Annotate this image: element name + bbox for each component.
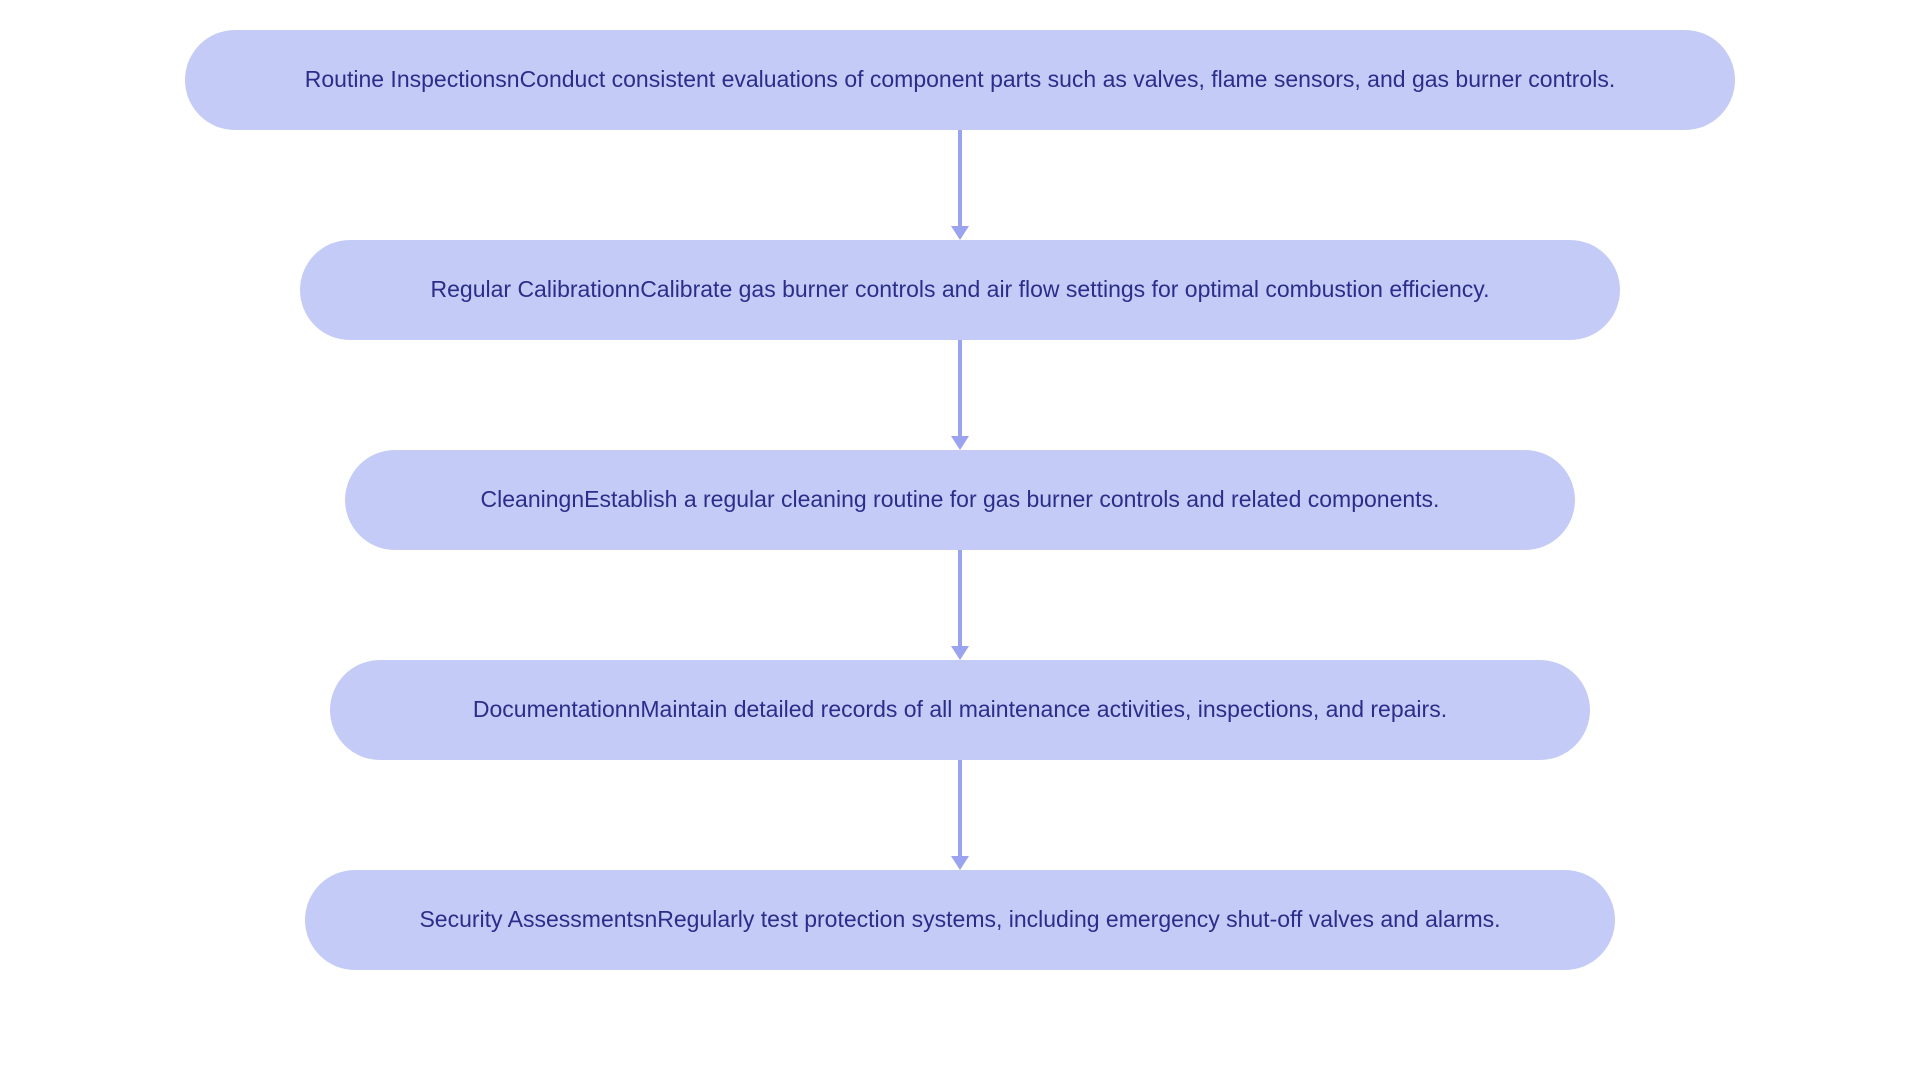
flow-node-2: Regular CalibrationnCalibrate gas burner…: [300, 240, 1620, 340]
flow-arrow-4: [948, 760, 972, 870]
flow-node-3: CleaningnEstablish a regular cleaning ro…: [345, 450, 1575, 550]
flow-arrow-3: [948, 550, 972, 660]
flow-arrow-1: [948, 130, 972, 240]
flow-node-4-label: DocumentationnMaintain detailed records …: [473, 694, 1447, 725]
flow-node-3-label: CleaningnEstablish a regular cleaning ro…: [481, 484, 1440, 515]
flow-node-1-label: Routine InspectionsnConduct consistent e…: [305, 64, 1615, 95]
flow-node-1: Routine InspectionsnConduct consistent e…: [185, 30, 1735, 130]
flow-arrow-2: [948, 340, 972, 450]
flow-node-4: DocumentationnMaintain detailed records …: [330, 660, 1590, 760]
flow-node-2-label: Regular CalibrationnCalibrate gas burner…: [431, 274, 1490, 305]
flowchart-container: Routine InspectionsnConduct consistent e…: [0, 0, 1920, 1083]
flow-node-5-label: Security AssessmentsnRegularly test prot…: [419, 904, 1500, 935]
flow-node-5: Security AssessmentsnRegularly test prot…: [305, 870, 1615, 970]
